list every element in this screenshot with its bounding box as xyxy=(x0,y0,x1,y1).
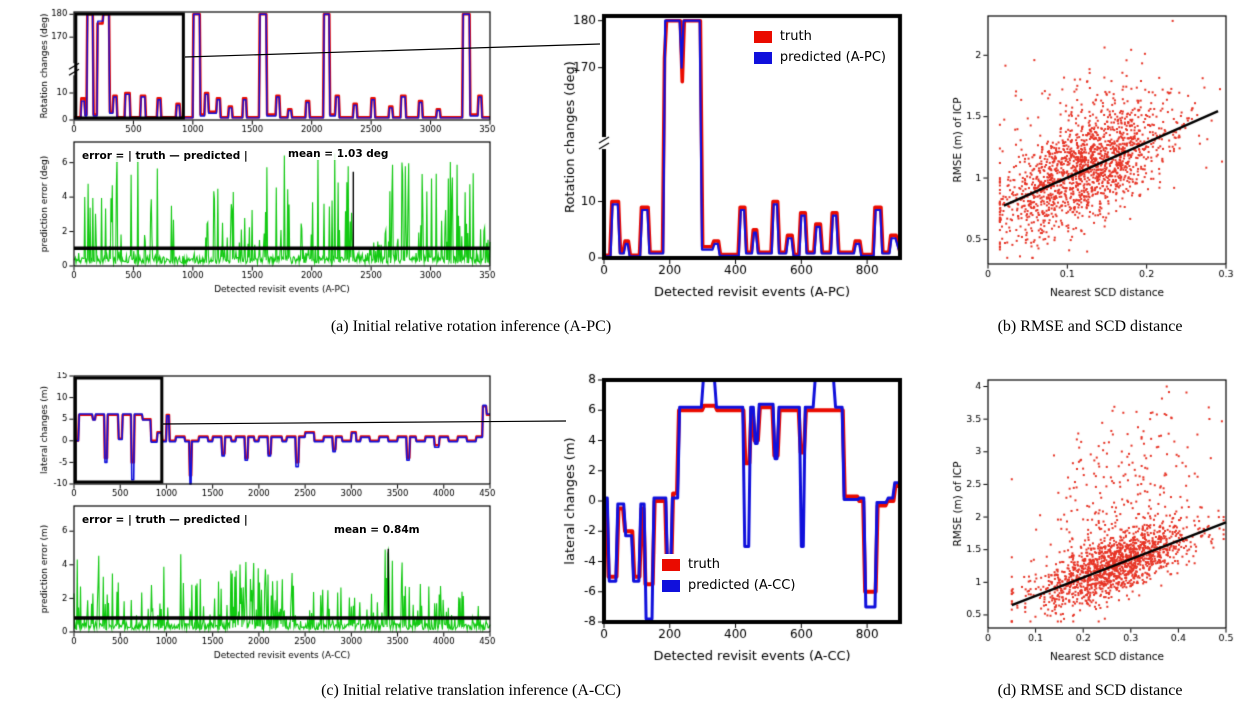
error-formula-label: error = | truth — predicted | xyxy=(80,514,250,526)
rotation-full-plot xyxy=(34,8,496,136)
rotation-full-panel xyxy=(34,8,496,136)
rotation-error-panel: error = | truth — predicted | mean = 1.0… xyxy=(34,138,496,296)
predicted-color-swatch xyxy=(662,579,680,592)
legend-entry-truth: truth xyxy=(662,557,795,572)
truth-color-swatch xyxy=(753,30,772,43)
caption-a: (a) Initial relative rotation inference … xyxy=(330,318,612,335)
legend-label-truth: truth xyxy=(688,557,721,572)
rmse-scd-acc-plot xyxy=(946,372,1234,664)
lateral-zoom-legend: truth predicted (A-CC) xyxy=(656,554,802,596)
lateral-error-panel: error = | truth — predicted | mean = 0.8… xyxy=(34,502,496,662)
lateral-zoom-panel: truth predicted (A-CC) xyxy=(556,372,908,664)
truth-color-swatch xyxy=(662,558,680,571)
lateral-zoom-plot xyxy=(556,372,908,664)
legend-label-predicted: predicted (A-PC) xyxy=(779,50,886,65)
rotation-error-plot xyxy=(34,138,496,296)
caption-c: (c) Initial relative translation inferen… xyxy=(321,682,621,699)
legend-entry-predicted: predicted (A-PC) xyxy=(753,50,886,65)
caption-d: (d) RMSE and SCD distance xyxy=(997,682,1183,699)
legend-entry-predicted: predicted (A-CC) xyxy=(662,578,795,593)
lateral-error-plot xyxy=(34,502,496,662)
caption-b: (b) RMSE and SCD distance xyxy=(997,318,1183,335)
predicted-color-swatch xyxy=(753,51,772,64)
mean-value-label: mean = 1.03 deg xyxy=(286,148,391,160)
rmse-scd-acc-panel xyxy=(946,372,1234,664)
lateral-full-plot xyxy=(34,372,496,500)
rotation-zoom-panel: truth predicted (A-PC) xyxy=(556,8,908,300)
mean-value-label: mean = 0.84m xyxy=(332,524,422,536)
error-formula-label: error = | truth — predicted | xyxy=(80,150,250,162)
legend-entry-truth: truth xyxy=(753,29,886,44)
rmse-scd-apc-panel xyxy=(946,8,1234,300)
lateral-full-panel xyxy=(34,372,496,500)
legend-label-truth: truth xyxy=(779,29,812,44)
rmse-scd-apc-plot xyxy=(946,8,1234,300)
legend-label-predicted: predicted (A-CC) xyxy=(688,578,796,593)
rotation-zoom-legend: truth predicted (A-PC) xyxy=(747,26,892,68)
